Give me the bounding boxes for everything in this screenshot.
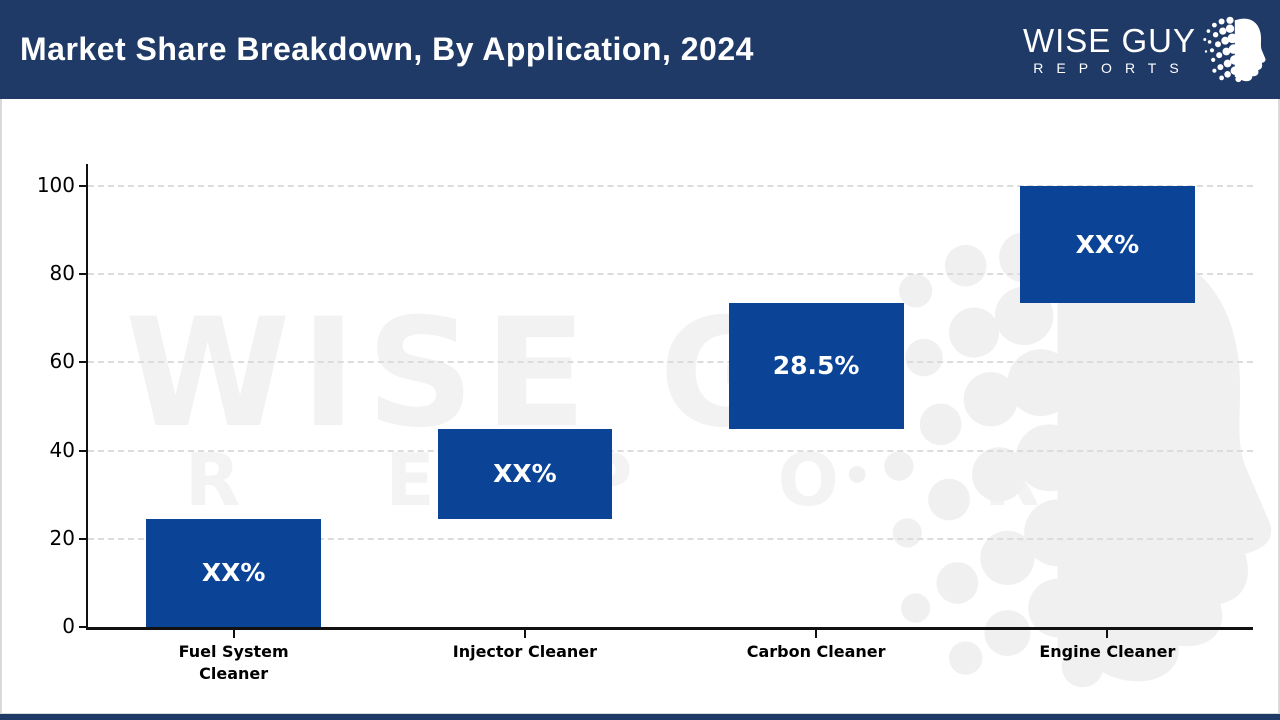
bar-value-label: 28.5%: [772, 351, 860, 381]
x-axis-label: Engine Cleaner: [1039, 642, 1176, 661]
bar-value-label: XX%: [201, 558, 266, 588]
page-title: Market Share Breakdown, By Application, …: [20, 31, 754, 67]
plot-area: 0 20 40 60 80 100 XX% Fuel System Cleaner XX% Inj…: [37, 164, 1253, 683]
y-tick-mark: [79, 626, 86, 628]
bar-carbon-cleaner: 28.5%: [728, 302, 904, 429]
x-axis-label: Fuel System Cleaner: [178, 642, 289, 683]
x-tick-mark: [523, 630, 526, 638]
y-tick-label: 40: [49, 437, 75, 462]
header: Market Share Breakdown, By Application, …: [0, 0, 1280, 99]
x-axis-label: Carbon Cleaner: [746, 642, 886, 661]
bar-value-label: XX%: [1075, 229, 1140, 259]
bar-fuel-system-cleaner: XX%: [146, 518, 321, 627]
gridline-80: [88, 273, 1253, 276]
x-axis-line: [86, 627, 1253, 630]
y-axis-spine: [86, 164, 88, 629]
y-tick-mark: [79, 449, 86, 452]
y-tick-mark: [79, 273, 86, 276]
footer-divider: [0, 713, 1280, 714]
y-tick-label: 100: [36, 173, 75, 198]
header-logo: WISE GUY REPORTS: [1023, 9, 1266, 91]
y-tick-mark: [79, 361, 86, 364]
gridline-40: [88, 449, 1253, 452]
y-tick-label: 60: [49, 349, 75, 374]
gridline-20: [88, 537, 1253, 540]
gridline-60: [88, 361, 1253, 364]
bar-engine-cleaner: XX%: [1020, 186, 1195, 303]
logo-line2: REPORTS: [1033, 60, 1192, 76]
y-tick-label: 0: [62, 614, 75, 638]
y-tick-mark: [79, 537, 86, 540]
x-tick-mark: [232, 630, 235, 638]
x-axis-label: Injector Cleaner: [452, 642, 598, 661]
x-tick-mark: [1106, 630, 1109, 638]
gridline-100: [88, 185, 1253, 188]
y-tick-mark: [79, 185, 86, 188]
bar-value-label: XX%: [493, 459, 557, 489]
logo-face-icon: [1203, 16, 1266, 82]
y-tick-label: 20: [49, 525, 75, 550]
logo-wordmark: WISE GUY REPORTS: [1023, 24, 1196, 75]
bar-injector-cleaner: XX%: [437, 428, 613, 519]
x-tick-mark: [815, 630, 818, 638]
logo-line1: WISE GUY: [1022, 22, 1196, 59]
footer-bar: [0, 714, 1280, 720]
y-tick-label: 80: [49, 261, 75, 286]
